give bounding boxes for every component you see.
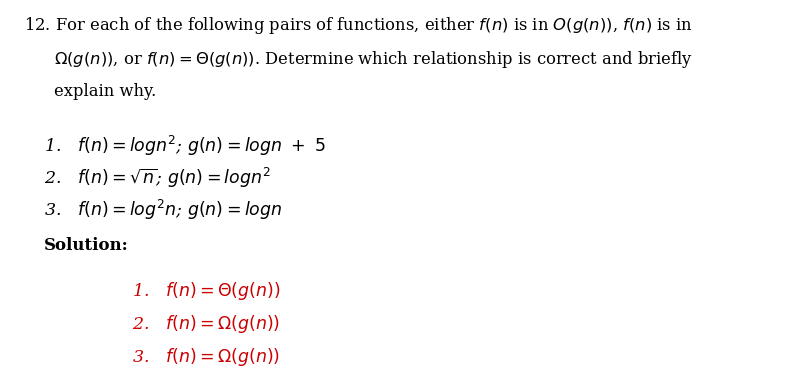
Text: 12. For each of the following pairs of functions, either $f(n)$ is in $O(g(n))$,: 12. For each of the following pairs of f… bbox=[24, 15, 693, 36]
Text: 3.   $f(n) = \Omega(g(n))$: 3. $f(n) = \Omega(g(n))$ bbox=[132, 346, 280, 368]
Text: Solution:: Solution: bbox=[44, 237, 128, 254]
Text: 3.   $f(n) = log^2n$; $g(n) = logn$: 3. $f(n) = log^2n$; $g(n) = logn$ bbox=[44, 197, 282, 221]
Text: explain why.: explain why. bbox=[54, 83, 156, 100]
Text: 1.   $f(n) = logn^2$; $g(n) = logn\ +\ 5$: 1. $f(n) = logn^2$; $g(n) = logn\ +\ 5$ bbox=[44, 133, 326, 158]
Text: 2.   $f(n) = \sqrt{n}$; $g(n) = logn^2$: 2. $f(n) = \sqrt{n}$; $g(n) = logn^2$ bbox=[44, 165, 271, 190]
Text: 2.   $f(n) = \Omega(g(n))$: 2. $f(n) = \Omega(g(n))$ bbox=[132, 313, 280, 335]
Text: 1.   $f(n) = \Theta(g(n))$: 1. $f(n) = \Theta(g(n))$ bbox=[132, 280, 280, 302]
Text: $\Omega(g(n))$, or $f(n) = \Theta(g(n))$. Determine which relationship is correc: $\Omega(g(n))$, or $f(n) = \Theta(g(n))$… bbox=[54, 49, 693, 70]
